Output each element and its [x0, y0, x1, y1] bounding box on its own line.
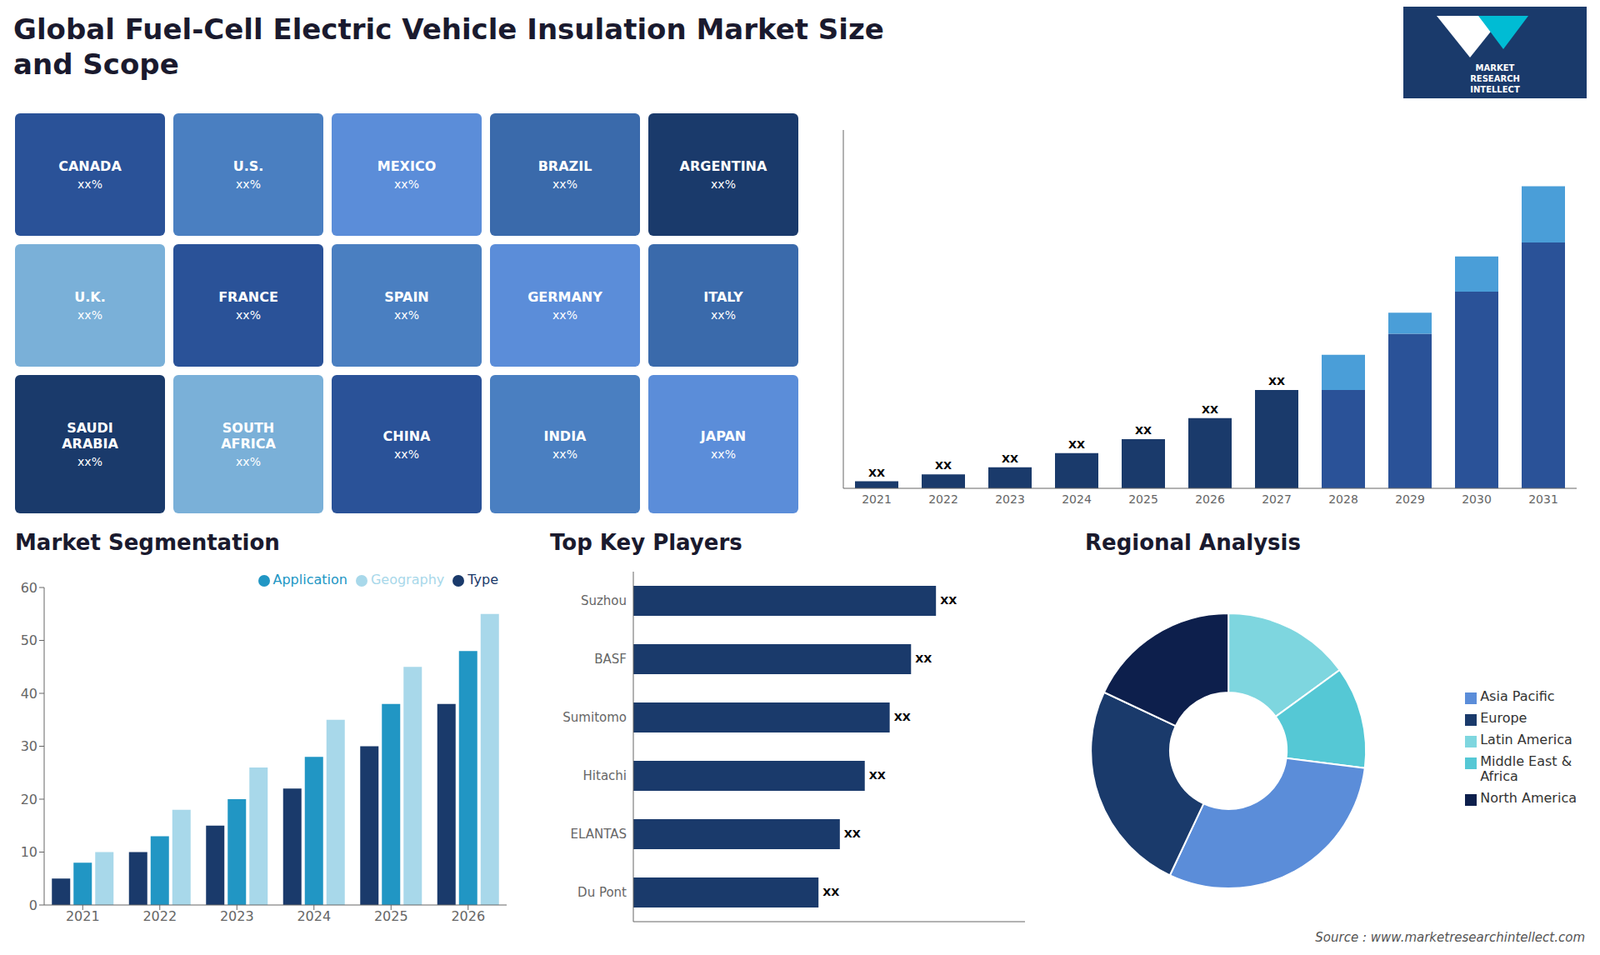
svg-text:XX: XX	[1001, 452, 1019, 465]
html-text:FRANCE: FRANCE	[218, 289, 279, 305]
svg-text:XX: XX	[1268, 375, 1285, 388]
svg-text:2031: 2031	[1528, 492, 1559, 506]
svg-text:2024: 2024	[1061, 492, 1092, 506]
html-text:xx%: xx%	[552, 308, 578, 322]
html-text:xx%: xx%	[235, 455, 261, 469]
svg-text:XX: XX	[1135, 424, 1152, 437]
html-text:xx%: xx%	[394, 447, 420, 461]
html-text:North America: North America	[1480, 790, 1577, 806]
html-text:xx%: xx%	[710, 447, 736, 461]
svg-text:2030: 2030	[1461, 492, 1492, 506]
html-text:MEXICO: MEXICO	[377, 158, 436, 175]
html-text:xx%: xx%	[77, 177, 103, 191]
html-text:MARKET: MARKET	[1475, 63, 1515, 73]
svg-text:60: 60	[20, 580, 38, 596]
html-text:Asia Pacific: Asia Pacific	[1480, 688, 1555, 705]
svg-text:Suzhou: Suzhou	[580, 593, 627, 609]
html-text:Market Segmentation: Market Segmentation	[15, 530, 280, 555]
html-text:Top Key Players: Top Key Players	[550, 530, 743, 555]
html-text:xx%: xx%	[77, 308, 103, 322]
html-text:Europe: Europe	[1480, 710, 1527, 726]
html-text:xx%: xx%	[552, 447, 578, 461]
html-text:Regional Analysis: Regional Analysis	[1085, 530, 1301, 555]
svg-text:40: 40	[20, 685, 38, 702]
svg-text:Hitachi: Hitachi	[583, 768, 627, 784]
svg-text:2029: 2029	[1395, 492, 1425, 506]
html-text:ARGENTINA: ARGENTINA	[679, 158, 767, 175]
svg-text:XX: XX	[894, 710, 911, 724]
svg-text:Du Pont: Du Pont	[577, 885, 627, 900]
html-text:xx%: xx%	[394, 308, 420, 322]
html-text:ITALY: ITALY	[703, 289, 743, 305]
svg-text:XX: XX	[844, 827, 861, 840]
html-text:SOUTH AFRICA: SOUTH AFRICA	[220, 420, 276, 452]
svg-text:BASF: BASF	[594, 651, 627, 667]
svg-text:XX: XX	[1068, 438, 1085, 451]
svg-text:2021: 2021	[861, 492, 892, 506]
html-text:SPAIN: SPAIN	[384, 289, 429, 305]
svg-text:2026: 2026	[1195, 492, 1225, 506]
svg-text:XX: XX	[915, 652, 932, 665]
svg-text:2024: 2024	[296, 908, 331, 925]
html-text:Global Fuel-Cell Electric Vehi: Global Fuel-Cell Electric Vehicle Insula…	[13, 12, 884, 81]
html-text:Application: Application	[272, 571, 348, 588]
svg-text:2026: 2026	[450, 908, 485, 925]
html-text:CANADA: CANADA	[58, 158, 122, 175]
svg-text:2027: 2027	[1261, 492, 1292, 506]
html-text:Geography: Geography	[370, 571, 445, 588]
html-text:xx%: xx%	[710, 308, 736, 322]
html-text:INDIA: INDIA	[543, 427, 587, 444]
html-text:GERMANY: GERMANY	[527, 289, 603, 305]
svg-text:XX: XX	[822, 885, 840, 899]
html-text:xx%: xx%	[394, 177, 420, 191]
html-text:U.S.: U.S.	[233, 158, 264, 175]
svg-text:ELANTAS: ELANTAS	[570, 826, 627, 842]
svg-text:10: 10	[20, 844, 38, 860]
svg-text:2023: 2023	[995, 492, 1025, 506]
svg-text:2028: 2028	[1328, 492, 1359, 506]
svg-text:2022: 2022	[142, 908, 177, 925]
svg-text:XX: XX	[935, 459, 952, 472]
svg-text:XX: XX	[869, 769, 886, 782]
html-text:xx%: xx%	[235, 177, 261, 191]
html-text:CHINA: CHINA	[383, 427, 431, 444]
svg-text:Sumitomo: Sumitomo	[562, 710, 627, 725]
svg-text:50: 50	[20, 632, 38, 649]
svg-text:2023: 2023	[220, 908, 255, 925]
svg-text:2021: 2021	[65, 908, 100, 925]
html-text:BRAZIL: BRAZIL	[538, 158, 592, 175]
svg-text:2025: 2025	[374, 908, 409, 925]
svg-text:XX: XX	[940, 594, 957, 607]
html-text:RESEARCH: RESEARCH	[1470, 74, 1520, 84]
html-text:xx%: xx%	[710, 177, 736, 191]
html-text:JAPAN: JAPAN	[700, 427, 746, 444]
html-text:Middle East & Africa: Middle East & Africa	[1480, 753, 1572, 785]
svg-text:20: 20	[20, 791, 38, 808]
html-text:INTELLECT: INTELLECT	[1470, 85, 1520, 95]
html-text:xx%: xx%	[77, 455, 103, 469]
svg-text:2025: 2025	[1128, 492, 1159, 506]
svg-text:30: 30	[20, 738, 38, 755]
html-text:xx%: xx%	[235, 308, 261, 322]
html-text:xx%: xx%	[552, 177, 578, 191]
svg-text:2022: 2022	[928, 492, 959, 506]
html-text:SAUDI ARABIA: SAUDI ARABIA	[61, 420, 119, 452]
svg-text:XX: XX	[1201, 403, 1219, 416]
html-text:Latin America: Latin America	[1480, 731, 1573, 748]
html-text:Source : www.marketresearchint: Source : www.marketresearchintellect.com	[1315, 930, 1585, 945]
svg-text:XX: XX	[868, 466, 885, 480]
svg-text:0: 0	[29, 897, 38, 914]
html-text:Type: Type	[467, 571, 499, 588]
html-text:U.K.: U.K.	[74, 289, 106, 305]
